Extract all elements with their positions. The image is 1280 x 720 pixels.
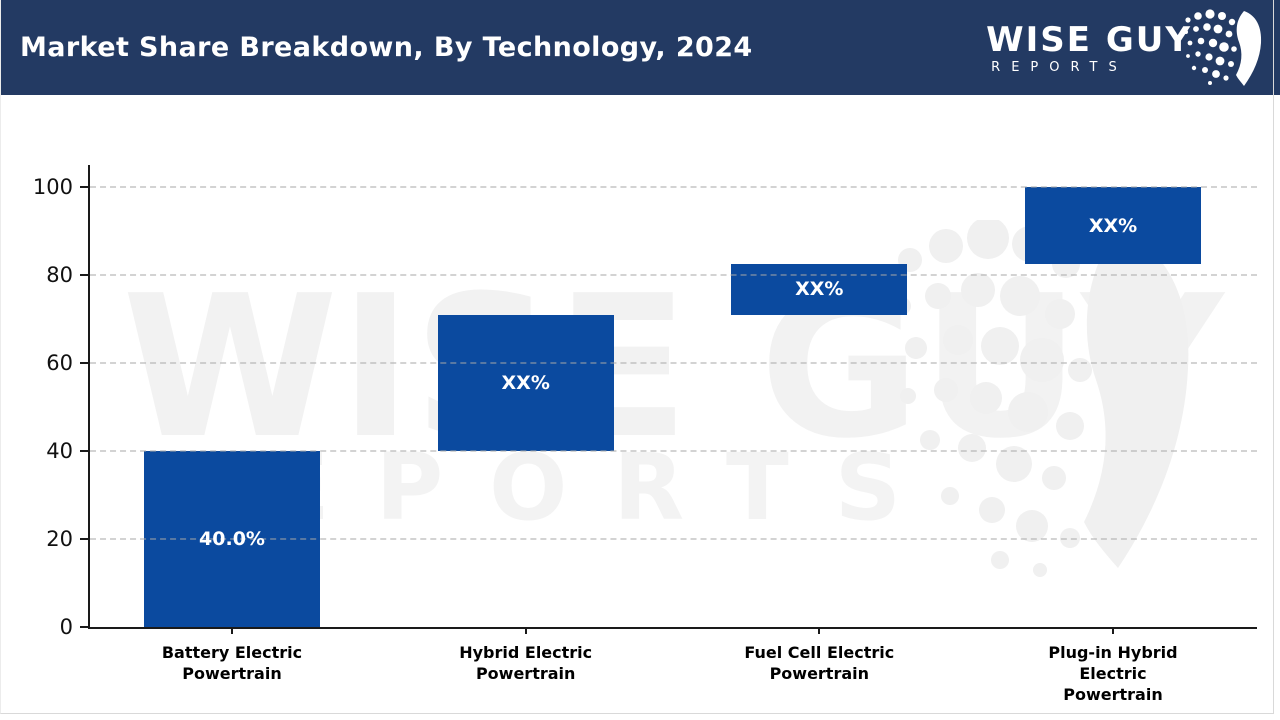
x-category-label: Hybrid Electric Powertrain	[459, 643, 593, 683]
grid-line	[90, 274, 1257, 276]
x-axis-tick	[231, 627, 233, 634]
y-axis-tick	[80, 450, 88, 452]
y-axis-tick	[80, 626, 88, 628]
bar-segment	[1025, 187, 1201, 264]
y-axis-tick-label: 20	[46, 527, 73, 551]
y-axis-tick	[80, 538, 88, 540]
bar-segment	[731, 264, 908, 315]
x-axis-tick	[1112, 627, 1114, 634]
header-bar: Market Share Breakdown, By Technology, 2…	[0, 0, 1280, 95]
wise-guy-reports-logo: WISE GUY REPORTS	[986, 8, 1264, 88]
logo-reports: REPORTS	[991, 59, 1128, 75]
logo-wise-guy: WISE GUY	[986, 19, 1192, 60]
y-axis-tick-label: 100	[32, 175, 73, 199]
logo-face-dots-icon	[1184, 9, 1262, 86]
chart-title: Market Share Breakdown, By Technology, 2…	[20, 32, 753, 63]
x-category-label: Plug-in Hybrid Electric Powertrain	[1048, 643, 1178, 704]
y-axis-tick-label: 60	[46, 351, 73, 375]
y-axis-tick	[80, 274, 88, 276]
plot-area: 0 20 40 60 80 100 40.0% Battery Electric Powertr…	[33, 165, 1257, 704]
x-axis-tick	[818, 627, 821, 634]
x-category-label: Battery Electric Powertrain	[161, 643, 303, 683]
bar-segment	[437, 314, 614, 451]
y-axis-tick	[80, 186, 88, 188]
grid-line	[90, 362, 1257, 364]
x-axis-tick	[524, 627, 527, 634]
bar-segment	[144, 451, 320, 627]
y-axis-tick-label: 0	[59, 615, 73, 639]
y-axis-tick-label: 40	[46, 439, 73, 463]
logo-text: WISE GUY REPORTS	[986, 22, 1192, 75]
y-axis-tick	[80, 362, 88, 364]
y-axis-tick-label: 80	[46, 263, 73, 287]
x-category-label: Fuel Cell Electric Powertrain	[744, 643, 895, 683]
